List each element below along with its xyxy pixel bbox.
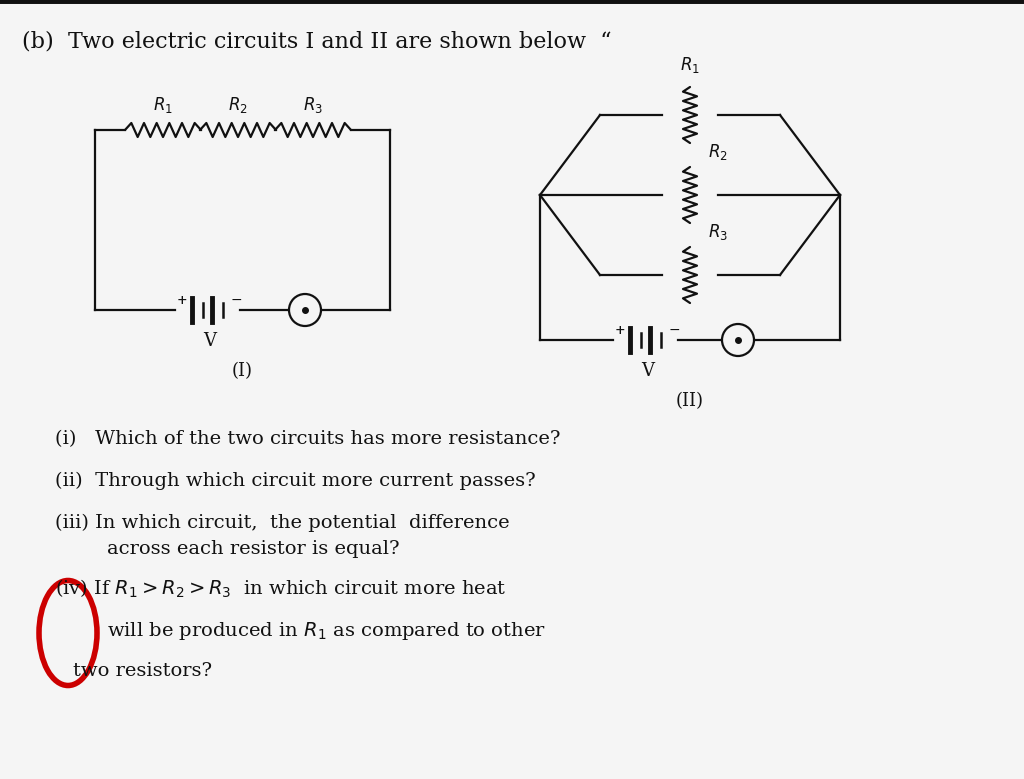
Text: $R_1$: $R_1$ (153, 95, 173, 115)
Text: +: + (177, 294, 187, 306)
Text: −: − (669, 323, 680, 337)
Text: two resistors?: two resistors? (73, 662, 212, 680)
Text: (iv) If $R_1 > R_2 > R_3$  in which circuit more heat: (iv) If $R_1 > R_2 > R_3$ in which circu… (55, 578, 507, 601)
Text: $R_2$: $R_2$ (228, 95, 248, 115)
Text: (b)  Two electric circuits I and II are shown below  “: (b) Two electric circuits I and II are s… (22, 30, 611, 52)
Text: (iii) In which circuit,  the potential  difference: (iii) In which circuit, the potential di… (55, 514, 510, 532)
Text: +: + (614, 323, 626, 337)
Text: V: V (204, 332, 216, 350)
Text: (II): (II) (676, 392, 705, 410)
Text: −: − (230, 293, 242, 307)
Text: V: V (641, 362, 654, 380)
Text: $R_3$: $R_3$ (303, 95, 323, 115)
Text: $R_3$: $R_3$ (708, 222, 728, 242)
Text: (ii)  Through which circuit more current passes?: (ii) Through which circuit more current … (55, 472, 536, 490)
Text: across each resistor is equal?: across each resistor is equal? (106, 540, 399, 558)
Text: will be produced in $R_1$ as compared to other: will be produced in $R_1$ as compared to… (106, 620, 546, 642)
Text: $R_1$: $R_1$ (680, 55, 700, 75)
Text: (I): (I) (232, 362, 253, 380)
Text: (i)   Which of the two circuits has more resistance?: (i) Which of the two circuits has more r… (55, 430, 560, 448)
Text: $R_2$: $R_2$ (708, 142, 728, 162)
